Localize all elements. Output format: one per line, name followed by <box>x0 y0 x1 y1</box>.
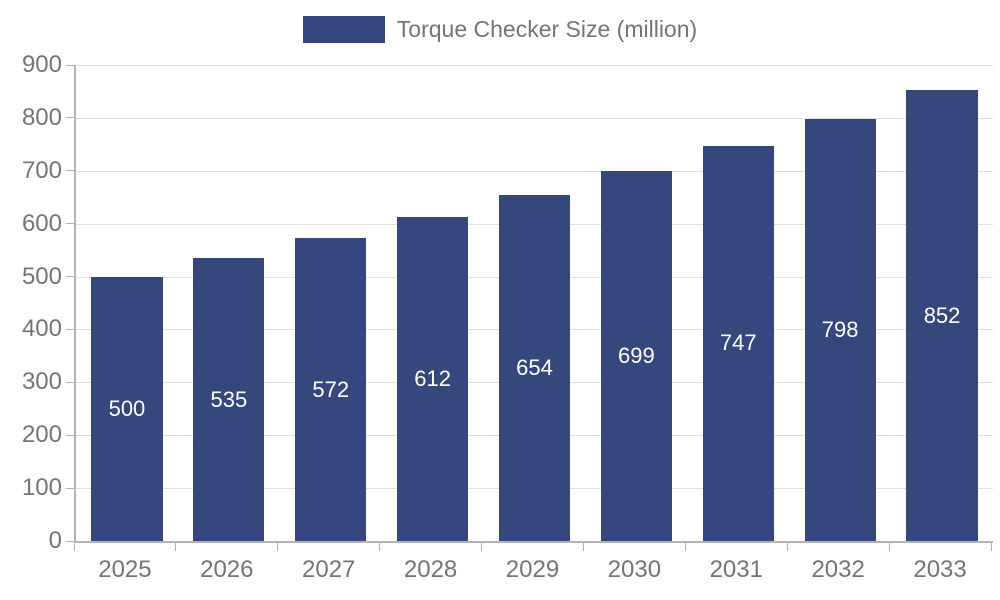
bar-value-label: 535 <box>210 386 248 412</box>
x-tick-mark <box>73 543 75 551</box>
bar-2027[interactable]: 572 <box>295 238 367 541</box>
x-tick-mark <box>582 543 584 551</box>
y-tick-mark <box>66 328 74 330</box>
x-tick-label-2029: 2029 <box>505 556 560 583</box>
y-tick-mark <box>66 64 74 66</box>
y-tick-mark <box>66 117 74 119</box>
x-tick-label-2030: 2030 <box>607 556 662 583</box>
bar-value-label: 654 <box>516 355 553 381</box>
bar-2031[interactable]: 747 <box>702 145 774 541</box>
x-tick-label-2025: 2025 <box>98 556 152 583</box>
y-tick-mark <box>66 381 74 383</box>
y-tick-label: 200 <box>21 421 62 449</box>
legend-swatch <box>302 16 385 43</box>
x-tick-mark <box>175 543 177 551</box>
y-tick-label: 500 <box>21 262 62 290</box>
y-tick-mark <box>66 540 74 542</box>
plot-area: 500 535 572 612 654 699 747 798 852 <box>74 65 993 543</box>
x-tick-label-2026: 2026 <box>200 556 254 583</box>
x-tick-label-2033: 2033 <box>913 556 967 583</box>
x-tick-label-2028: 2028 <box>403 556 458 583</box>
bar-value-label: 798 <box>821 316 859 342</box>
bar-2025[interactable]: 500 <box>91 276 163 541</box>
y-tick-label: 900 <box>21 51 62 78</box>
y-tick-label: 300 <box>21 368 62 396</box>
bar-value-label: 500 <box>108 395 146 421</box>
x-tick-mark <box>888 543 890 551</box>
x-tick-mark <box>684 543 686 551</box>
legend[interactable]: Torque Checker Size (million) <box>0 16 1000 43</box>
bar-2030[interactable]: 699 <box>600 171 673 541</box>
x-tick-mark <box>786 543 788 551</box>
gridline <box>76 170 993 172</box>
x-tick-mark <box>379 543 381 551</box>
bar-value-label: 747 <box>719 330 757 356</box>
bar-2033[interactable]: 852 <box>906 90 978 541</box>
y-tick-label: 0 <box>48 527 62 554</box>
y-tick-mark <box>66 434 74 436</box>
y-tick-mark <box>66 223 74 225</box>
y-tick-mark <box>66 487 74 489</box>
x-tick-label-2027: 2027 <box>302 556 356 583</box>
x-tick-mark <box>990 543 992 551</box>
bar-2032[interactable]: 798 <box>804 118 876 541</box>
bar-2028[interactable]: 612 <box>396 217 469 541</box>
y-tick-label: 100 <box>21 474 62 502</box>
bar-value-label: 572 <box>312 376 350 402</box>
bar-2029[interactable]: 654 <box>498 195 571 541</box>
bar-2026[interactable]: 535 <box>193 258 265 541</box>
bar-value-label: 852 <box>923 302 961 328</box>
y-tick-label: 800 <box>21 103 62 131</box>
bar-value-label: 699 <box>618 343 655 369</box>
y-tick-label: 700 <box>21 156 62 184</box>
gridline <box>76 117 993 119</box>
y-tick-label: 400 <box>21 315 62 343</box>
gridline <box>76 65 993 66</box>
x-tick-label-2031: 2031 <box>709 556 763 583</box>
x-tick-label-2032: 2032 <box>811 556 865 583</box>
x-tick-mark <box>481 543 483 551</box>
y-tick-label: 600 <box>21 209 62 237</box>
x-tick-mark <box>277 543 279 551</box>
bar-value-label: 612 <box>414 366 451 392</box>
y-tick-mark <box>66 170 74 172</box>
y-tick-mark <box>66 276 74 278</box>
legend-label: Torque Checker Size (million) <box>396 16 698 42</box>
